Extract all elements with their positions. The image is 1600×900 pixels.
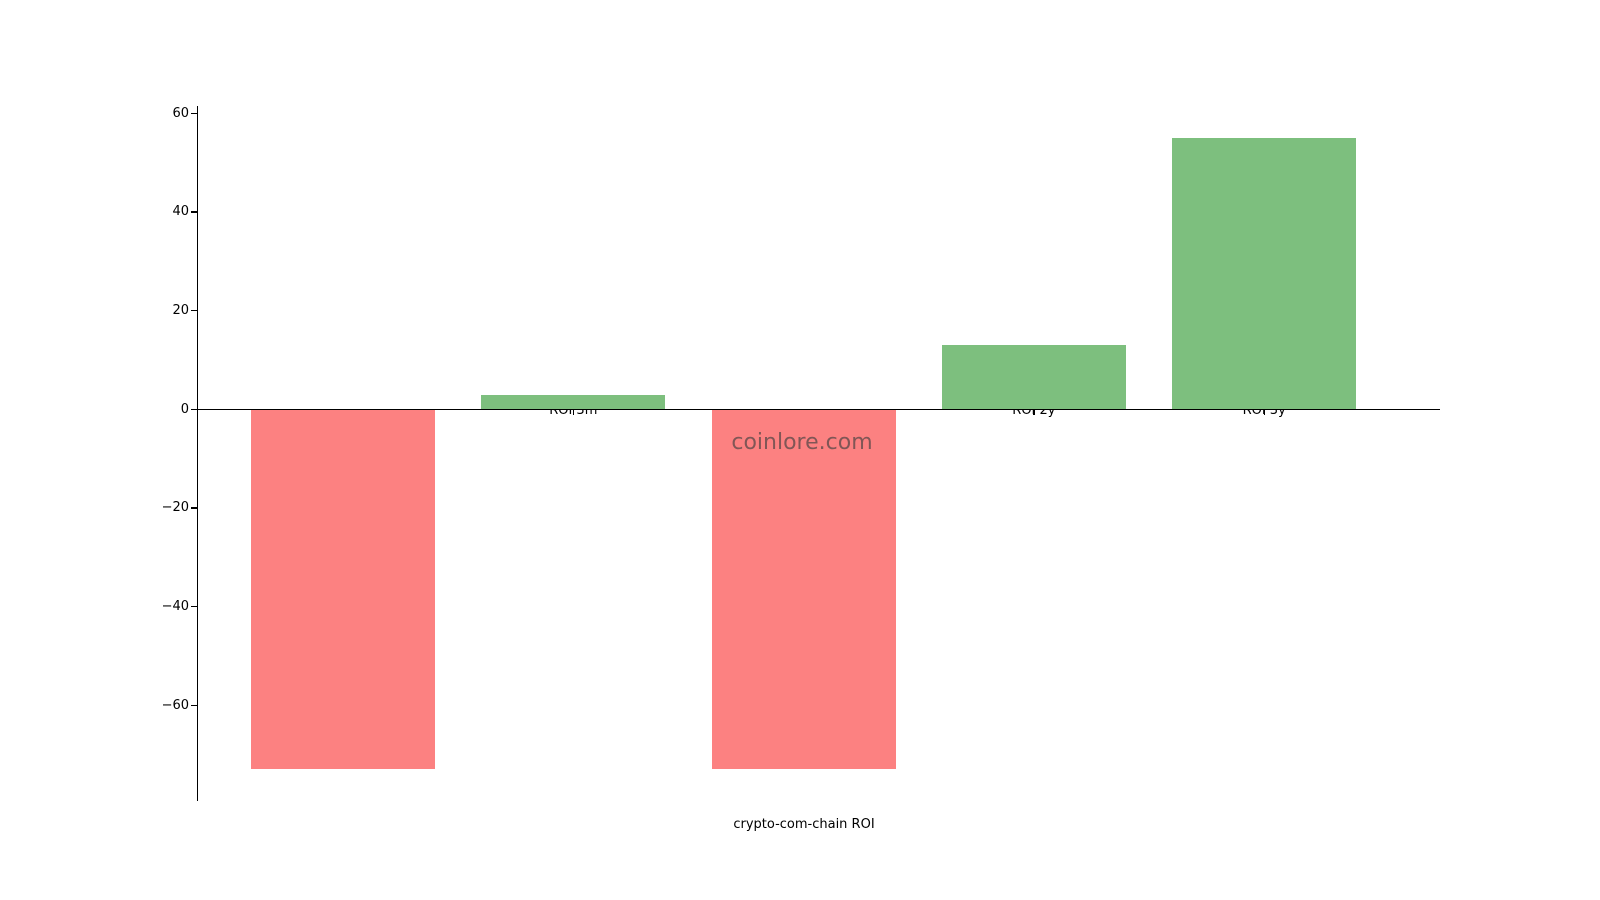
chart-title: crypto-com-chain ROI	[733, 817, 875, 832]
y-tick-label: 0	[180, 401, 189, 417]
watermark: coinlore.com	[731, 430, 873, 455]
chart-bar-unlabeled-2	[711, 409, 896, 770]
x-tick-mark	[1263, 409, 1265, 416]
chart-bar-roi-2y	[941, 345, 1126, 410]
y-axis-spine	[196, 106, 198, 801]
x-tick-mark	[1033, 409, 1035, 416]
chart-bar-unlabeled-0	[251, 409, 435, 770]
y-tick-label: 20	[172, 303, 189, 319]
y-tick-mark	[190, 310, 197, 312]
y-tick-mark	[190, 704, 197, 706]
y-tick-mark	[190, 408, 197, 410]
chart-bar-roi-3y	[1172, 137, 1357, 410]
y-tick-label: 60	[172, 105, 189, 121]
y-tick-mark	[190, 112, 197, 114]
y-tick-mark	[190, 606, 197, 608]
y-tick-label: −20	[161, 500, 189, 516]
y-tick-label: −40	[161, 599, 189, 615]
y-tick-label: −60	[161, 697, 189, 713]
x-tick-mark	[572, 409, 574, 416]
y-tick-label: 40	[172, 204, 189, 220]
chart-bar-roi-3m	[481, 394, 666, 410]
y-tick-mark	[190, 507, 197, 509]
y-tick-mark	[190, 211, 197, 213]
x-axis-zero-line	[196, 408, 1440, 410]
